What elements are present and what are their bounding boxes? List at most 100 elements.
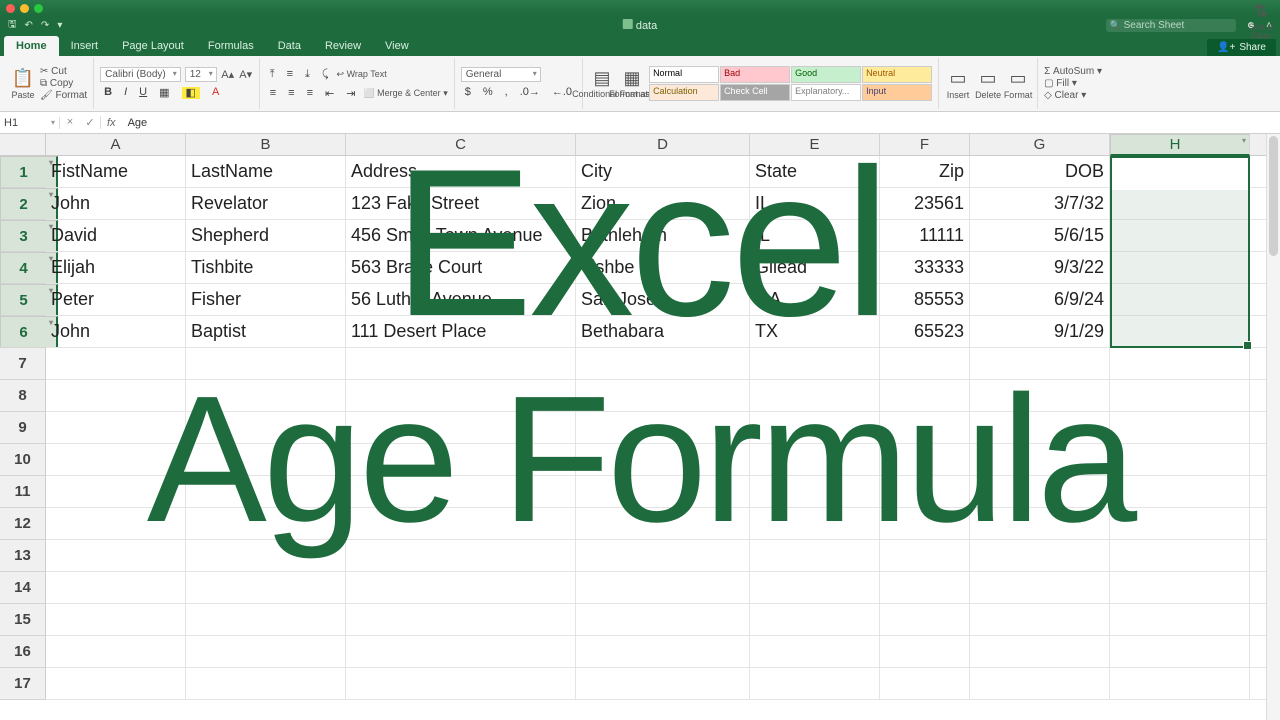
save-icon[interactable]: 🖫 xyxy=(8,17,17,34)
cell[interactable]: 23561 xyxy=(880,188,970,220)
cell[interactable] xyxy=(970,508,1110,540)
cell[interactable] xyxy=(970,668,1110,700)
cell[interactable] xyxy=(46,540,186,572)
cell[interactable]: Zip xyxy=(880,156,970,188)
cell[interactable] xyxy=(970,540,1110,572)
qat-more-icon[interactable]: ▾ xyxy=(57,20,62,31)
cell[interactable]: 85553 xyxy=(880,284,970,316)
cell[interactable]: 456 Small Town Avenue xyxy=(346,220,576,252)
cell[interactable] xyxy=(576,540,750,572)
cell[interactable]: 563 Brave Court xyxy=(346,252,576,284)
cell[interactable] xyxy=(880,380,970,412)
number-format-select[interactable]: General xyxy=(461,67,541,82)
redo-icon[interactable]: ↷ xyxy=(41,20,49,31)
italic-button[interactable]: I xyxy=(120,84,131,100)
orientation-icon[interactable]: ⤹ xyxy=(318,66,333,83)
cell[interactable]: Address xyxy=(346,156,576,188)
cell[interactable]: State xyxy=(750,156,880,188)
cell[interactable] xyxy=(46,476,186,508)
col-header[interactable]: G xyxy=(970,134,1110,156)
cell[interactable]: David xyxy=(46,220,186,252)
col-header[interactable]: H xyxy=(1110,134,1250,156)
cell[interactable] xyxy=(880,604,970,636)
cell[interactable] xyxy=(1110,476,1250,508)
cell[interactable]: Baptist xyxy=(186,316,346,348)
table-row[interactable] xyxy=(46,636,1280,668)
cell-style[interactable]: Check Cell xyxy=(720,84,790,101)
row-header[interactable]: 8 xyxy=(0,380,46,412)
cell[interactable] xyxy=(346,668,576,700)
row-header[interactable]: 12 xyxy=(0,508,46,540)
percent-icon[interactable]: % xyxy=(479,84,497,100)
format-painter-button[interactable]: 🖌 Format xyxy=(40,90,87,101)
cell[interactable] xyxy=(346,412,576,444)
cell[interactable] xyxy=(46,636,186,668)
fontsize-select[interactable]: 12 xyxy=(185,67,217,82)
cell[interactable] xyxy=(1110,380,1250,412)
cell[interactable] xyxy=(750,604,880,636)
cell[interactable] xyxy=(970,444,1110,476)
indent-inc-icon[interactable]: ⇥ xyxy=(342,85,359,102)
enter-icon[interactable]: ✓ xyxy=(80,116,100,129)
cell[interactable] xyxy=(186,348,346,380)
cell[interactable]: Shepherd xyxy=(186,220,346,252)
cell[interactable] xyxy=(1110,444,1250,476)
cell[interactable] xyxy=(1110,188,1250,220)
cell[interactable] xyxy=(750,668,880,700)
cell-style[interactable]: Calculation xyxy=(649,84,719,101)
cell[interactable] xyxy=(186,668,346,700)
cell[interactable] xyxy=(46,412,186,444)
cell[interactable]: City xyxy=(576,156,750,188)
cell[interactable]: DOB xyxy=(970,156,1110,188)
align-center-icon[interactable]: ≡ xyxy=(284,85,298,101)
table-row[interactable] xyxy=(46,444,1280,476)
cell[interactable] xyxy=(576,476,750,508)
fill-button[interactable]: ▢ Fill ▾ xyxy=(1044,78,1077,89)
cell[interactable] xyxy=(750,348,880,380)
cell-style[interactable]: Input xyxy=(862,84,932,101)
paste-button[interactable]: 📋Paste xyxy=(10,69,36,99)
cell[interactable] xyxy=(576,636,750,668)
cell[interactable] xyxy=(880,668,970,700)
cell[interactable] xyxy=(346,476,576,508)
cell[interactable]: Bethlehem xyxy=(576,220,750,252)
row-header[interactable]: 17 xyxy=(0,668,46,700)
cell[interactable] xyxy=(970,348,1110,380)
bold-button[interactable]: B xyxy=(100,84,116,100)
cell[interactable]: 65523 xyxy=(880,316,970,348)
cell[interactable] xyxy=(970,380,1110,412)
table-row[interactable]: JohnBaptist111 Desert PlaceBethabaraTX65… xyxy=(46,316,1280,348)
merge-button[interactable]: ⬜ Merge & Center ▾ xyxy=(363,88,447,99)
cell[interactable] xyxy=(1110,348,1250,380)
cell[interactable] xyxy=(186,476,346,508)
cell-style[interactable]: Good xyxy=(791,66,861,83)
table-row[interactable] xyxy=(46,476,1280,508)
cell[interactable] xyxy=(186,412,346,444)
table-row[interactable] xyxy=(46,380,1280,412)
cell[interactable]: 11111 xyxy=(880,220,970,252)
search-input[interactable]: Search Sheet xyxy=(1106,19,1236,32)
cell[interactable] xyxy=(1110,604,1250,636)
cell-style[interactable]: Explanatory... xyxy=(791,84,861,101)
cell[interactable] xyxy=(46,380,186,412)
cell[interactable]: 9/1/29 xyxy=(970,316,1110,348)
name-box[interactable]: H1 xyxy=(0,117,60,129)
cell[interactable]: GA xyxy=(750,284,880,316)
column-headers[interactable]: ABCDEFGH xyxy=(46,134,1280,156)
cell[interactable]: 56 Luther Avenue xyxy=(346,284,576,316)
formula-input[interactable]: Age xyxy=(122,117,1280,129)
cell[interactable] xyxy=(186,540,346,572)
cell[interactable] xyxy=(576,444,750,476)
inc-decimal-icon[interactable]: .0→ xyxy=(516,84,544,100)
cell[interactable] xyxy=(346,380,576,412)
cell[interactable] xyxy=(346,348,576,380)
undo-icon[interactable]: ↶ xyxy=(25,20,33,31)
cell[interactable] xyxy=(576,668,750,700)
select-all-corner[interactable] xyxy=(0,134,46,156)
cell[interactable] xyxy=(1110,540,1250,572)
col-header[interactable]: A xyxy=(46,134,186,156)
zoom-icon[interactable] xyxy=(34,4,43,13)
cell[interactable] xyxy=(46,668,186,700)
cell[interactable] xyxy=(46,444,186,476)
cell[interactable] xyxy=(750,444,880,476)
